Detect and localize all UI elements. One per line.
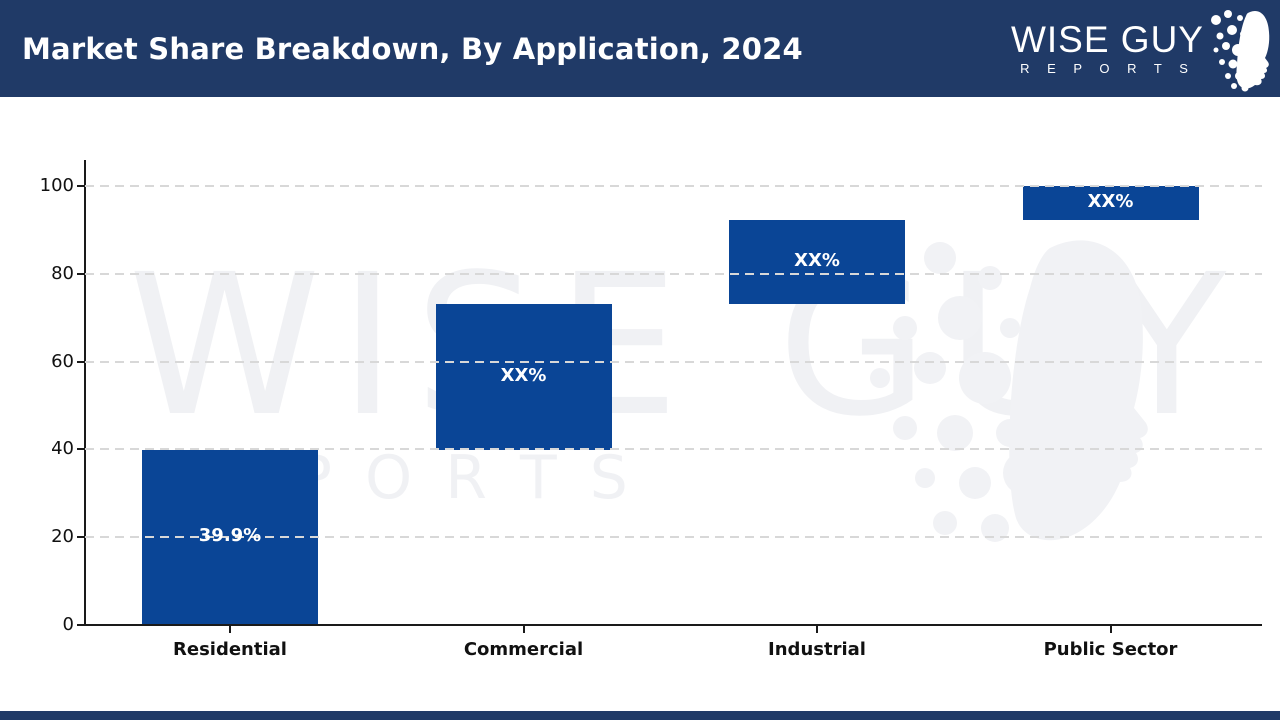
y-tick-label-40: 40 [51, 438, 74, 460]
wise-guy-logo: WISE GUY R E P O R T S [1011, 0, 1270, 97]
bar-commercial [435, 303, 612, 450]
y-tick-label-80: 80 [51, 262, 74, 284]
x-tick-residential [229, 626, 231, 633]
bar-value-label-public-sector: XX% [1087, 190, 1134, 212]
page-title: Market Share Breakdown, By Application, … [22, 31, 803, 66]
y-tick-label-60: 60 [51, 350, 74, 372]
gridline-80 [85, 272, 1262, 275]
bar-value-label-industrial: XX% [794, 249, 840, 271]
x-axis-label-industrial: Industrial [768, 639, 866, 660]
logo-subtitle: R E P O R T S [1020, 61, 1195, 77]
gridline-40 [85, 448, 1262, 451]
x-tick-commercial [522, 626, 525, 633]
watermark-head-icon [856, 240, 1148, 542]
bar-value-label-residential: 39.9% [198, 525, 262, 547]
y-tick-60 [77, 360, 85, 363]
bar-public-sector [1022, 186, 1199, 220]
x-axis-label-public-sector: Public Sector [1043, 639, 1178, 660]
bar-industrial [729, 219, 905, 304]
x-tick-industrial [816, 626, 818, 633]
bar-value-label-commercial: XX% [500, 364, 547, 386]
y-tick-80 [77, 272, 85, 275]
y-tick-label-100: 100 [39, 175, 74, 196]
y-tick-label-20: 20 [51, 526, 74, 548]
header: Market Share Breakdown, By Application, … [0, 0, 1280, 97]
y-tick-20 [77, 536, 85, 539]
x-axis-line [84, 624, 1262, 626]
x-tick-public-sector [1109, 626, 1112, 633]
y-tick-40 [77, 448, 85, 451]
footer-bar [0, 711, 1280, 720]
y-tick-100 [77, 185, 85, 187]
y-axis-line [84, 160, 86, 626]
x-axis-label-residential: Residential [173, 639, 287, 660]
logo-head-icon [1211, 9, 1270, 91]
y-tick-0 [77, 624, 85, 626]
gridline-60 [85, 360, 1262, 363]
gridline-20 [85, 536, 1262, 539]
logo-text: WISE GUY R E P O R T S [1010, 18, 1204, 77]
x-axis-label-commercial: Commercial [463, 639, 584, 660]
y-tick-label-0: 0 [62, 614, 74, 635]
gridline-100 [85, 185, 1262, 187]
logo-wordmark: WISE GUY [1010, 18, 1204, 60]
